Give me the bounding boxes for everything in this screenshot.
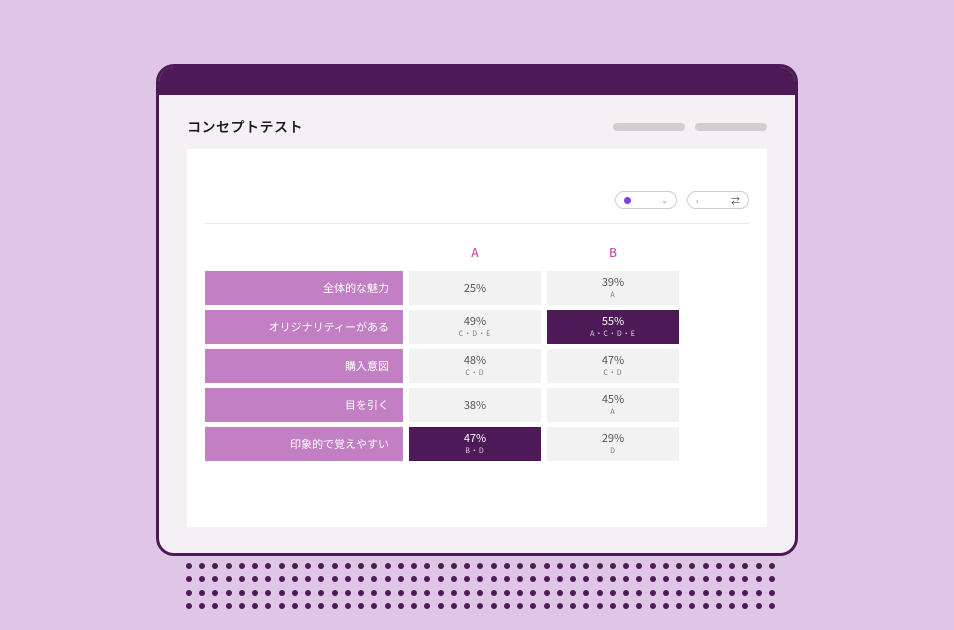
table-column-headers: A B	[205, 244, 749, 261]
cell-value: 47%	[464, 432, 486, 444]
tablet-frame: コンセプトテスト ⌄ ‹ ⇄ A B 全体的な魅力 25% 39% A オリジナリティー…	[156, 64, 798, 556]
filter-dot-icon	[624, 197, 631, 204]
row-label: 印象的で覚えやすい	[205, 427, 403, 461]
cell-subtext: A・C・D・E	[590, 329, 636, 339]
chevron-down-icon: ⌄	[661, 195, 668, 206]
table-cell: 55% A・C・D・E	[547, 310, 679, 344]
compare-button[interactable]: ‹ ⇄	[687, 191, 749, 209]
table-row: 購入意図 48% C・D 47% C・D	[205, 349, 749, 383]
filter-dropdown[interactable]: ⌄	[615, 191, 677, 209]
cell-subtext: B・D	[465, 446, 484, 456]
cell-value: 47%	[602, 354, 624, 366]
cell-value: 25%	[464, 282, 486, 294]
column-header: B	[547, 244, 679, 261]
cell-value: 29%	[602, 432, 624, 444]
table-cell: 25%	[409, 271, 541, 305]
column-header: A	[409, 244, 541, 261]
cell-subtext: D	[610, 446, 616, 456]
page-title: コンセプトテスト	[187, 117, 303, 137]
table-cell: 48% C・D	[409, 349, 541, 383]
cell-value: 49%	[464, 315, 486, 327]
cell-subtext: C・D	[603, 368, 622, 378]
page-header: コンセプトテスト	[159, 95, 795, 149]
table-row: オリジナリティーがある 49% C・D・E 55% A・C・D・E	[205, 310, 749, 344]
cell-subtext: A	[610, 290, 615, 300]
cell-value: 39%	[602, 276, 624, 288]
table-cell: 38%	[409, 388, 541, 422]
cell-subtext: A	[610, 407, 615, 417]
table-cell: 49% C・D・E	[409, 310, 541, 344]
table-row: 目を引く 38% 45% A	[205, 388, 749, 422]
row-label: オリジナリティーがある	[205, 310, 403, 344]
row-label: 全体的な魅力	[205, 271, 403, 305]
card-toolbar: ⌄ ‹ ⇄	[205, 165, 749, 224]
swap-icon: ⇄	[731, 194, 740, 207]
cell-value: 45%	[602, 393, 624, 405]
table-cell: 29% D	[547, 427, 679, 461]
table-cell: 45% A	[547, 388, 679, 422]
chevron-left-icon: ‹	[696, 194, 699, 207]
cell-value: 48%	[464, 354, 486, 366]
concept-test-table: A B 全体的な魅力 25% 39% A オリジナリティーがある 49% C・D・E 55% A…	[205, 244, 749, 461]
header-placeholder	[695, 123, 767, 131]
cell-subtext: C・D・E	[459, 329, 491, 339]
cell-subtext: C・D	[465, 368, 484, 378]
cell-value: 55%	[602, 315, 624, 327]
table-cell: 39% A	[547, 271, 679, 305]
header-placeholder	[613, 123, 685, 131]
header-placeholder-group	[613, 123, 767, 131]
table-cell: 47% B・D	[409, 427, 541, 461]
cell-value: 38%	[464, 399, 486, 411]
decorative-dot-grid	[186, 550, 776, 610]
table-row: 印象的で覚えやすい 47% B・D 29% D	[205, 427, 749, 461]
row-label: 目を引く	[205, 388, 403, 422]
window-titlebar	[159, 67, 795, 95]
content-card: ⌄ ‹ ⇄ A B 全体的な魅力 25% 39% A オリジナリティーがある 49% C・D…	[187, 149, 767, 527]
table-cell: 47% C・D	[547, 349, 679, 383]
row-label: 購入意図	[205, 349, 403, 383]
table-row: 全体的な魅力 25% 39% A	[205, 271, 749, 305]
